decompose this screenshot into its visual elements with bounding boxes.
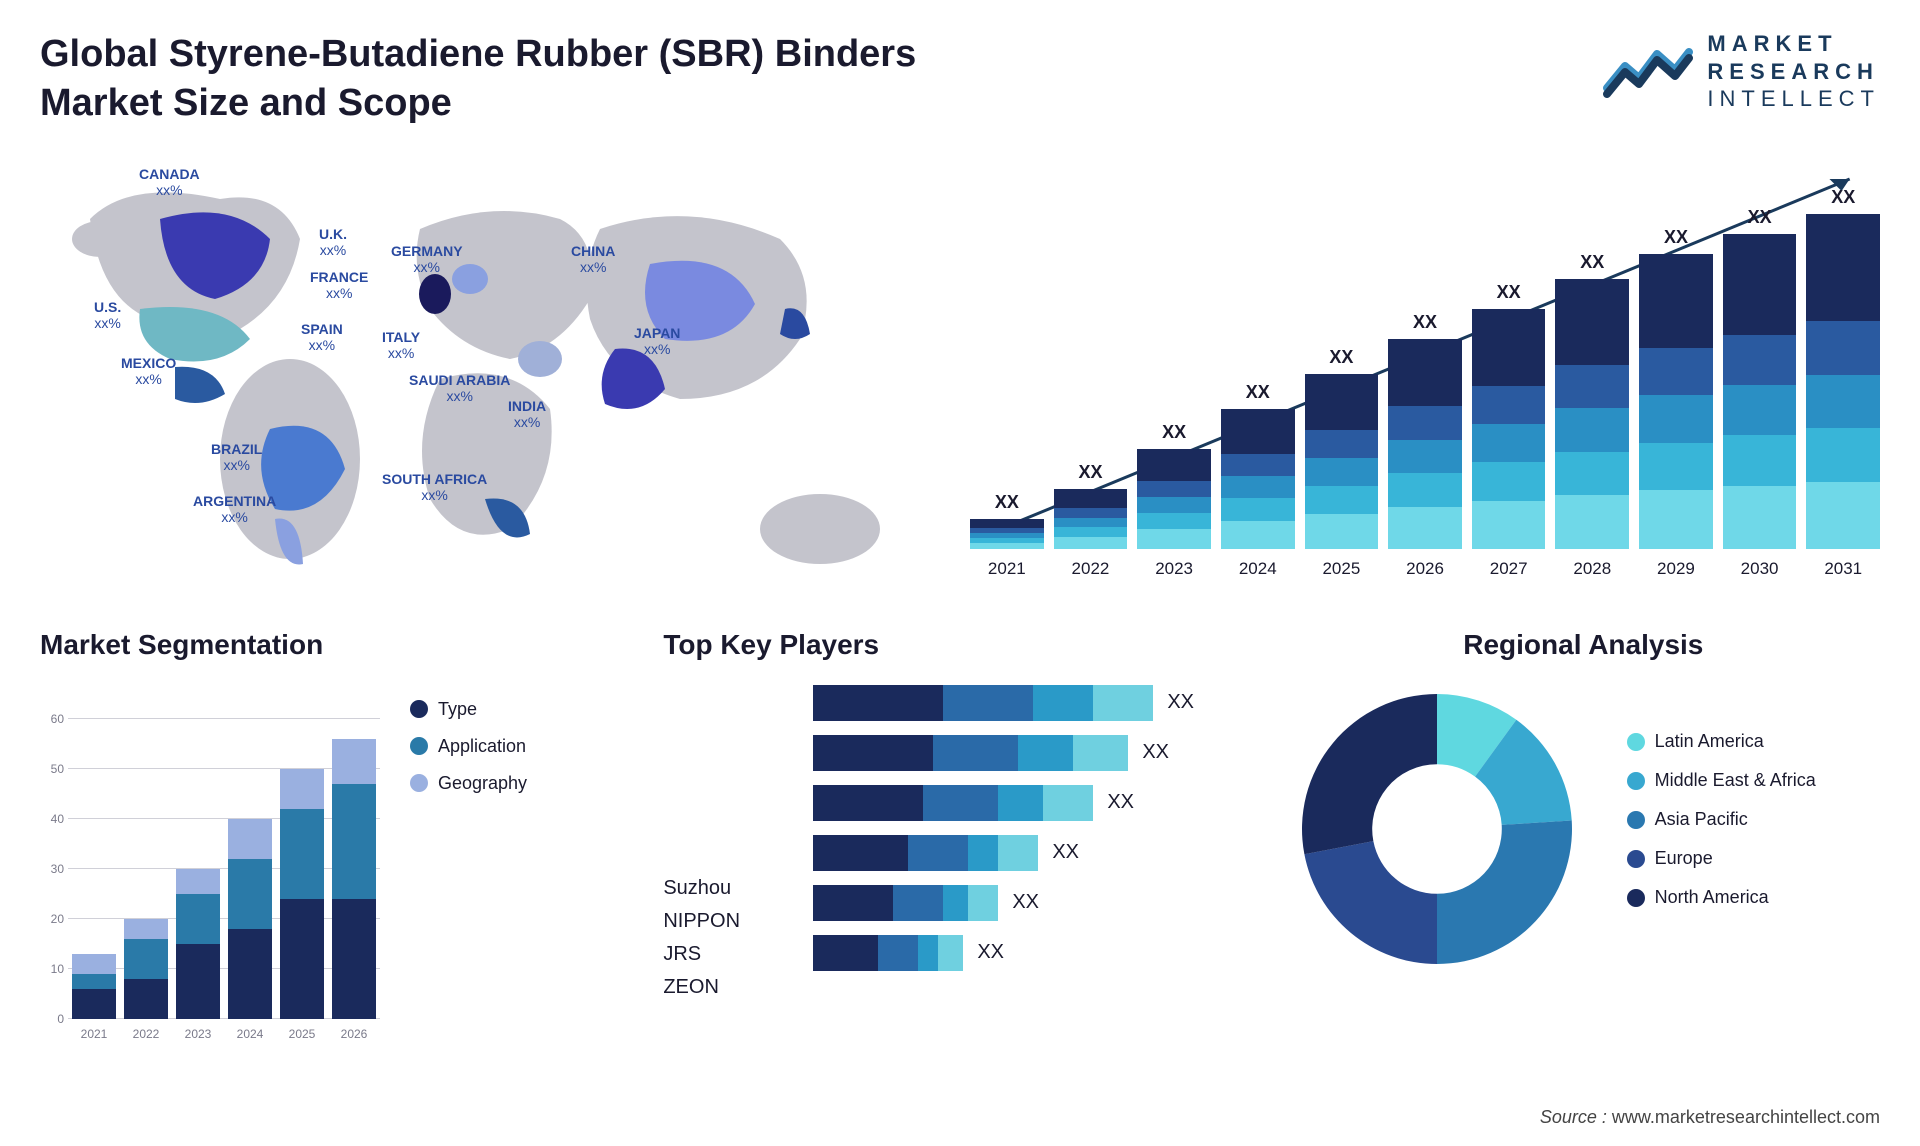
donut-slice (1302, 694, 1437, 854)
growth-bar: XX (1305, 347, 1379, 549)
legend-item: Application (410, 736, 527, 757)
map-label: SAUDI ARABIAxx% (409, 372, 510, 404)
growth-bar: XX (1555, 252, 1629, 549)
regional-donut (1287, 679, 1587, 979)
donut-slice (1304, 841, 1437, 964)
key-player-bar: XX (813, 935, 1256, 971)
map-label: CANADAxx% (139, 166, 200, 198)
key-players-chart: XX XX XX XX XX XX (813, 685, 1256, 1049)
map-label: BRAZILxx% (211, 441, 262, 473)
growth-bar: XX (1639, 227, 1713, 549)
map-label: JAPANxx% (634, 325, 680, 357)
growth-bar: XX (1472, 282, 1546, 549)
donut-slice (1437, 820, 1572, 963)
legend-item: North America (1627, 887, 1816, 908)
segmentation-bar (124, 919, 168, 1019)
growth-bar: XX (1723, 207, 1797, 549)
legend-item: Europe (1627, 848, 1816, 869)
legend-item: Asia Pacific (1627, 809, 1816, 830)
logo-mark-icon (1603, 44, 1693, 98)
growth-bar: XX (970, 492, 1044, 549)
key-player-name: NIPPON (663, 910, 740, 933)
regional-panel: Regional Analysis Latin America Middle Ea… (1287, 629, 1880, 1049)
map-label: U.K.xx% (319, 226, 347, 258)
map-label: ARGENTINAxx% (193, 493, 276, 525)
segmentation-legend: Type Application Geography (410, 699, 527, 810)
legend-item: Middle East & Africa (1627, 770, 1816, 791)
growth-bar: XX (1137, 422, 1211, 549)
map-label: FRANCExx% (310, 269, 368, 301)
key-player-bar: XX (813, 885, 1256, 921)
key-players-names: Suzhou NIPPON JRS ZEON (663, 877, 740, 1009)
map-label: ITALYxx% (382, 329, 420, 361)
segmentation-chart: 0102030405060 202120222023202420252026 (40, 719, 380, 1019)
segmentation-bar (332, 739, 376, 1019)
map-label: MEXICOxx% (121, 355, 176, 387)
regional-title: Regional Analysis (1287, 629, 1880, 661)
growth-bar: XX (1221, 382, 1295, 549)
segmentation-title: Market Segmentation (40, 629, 633, 661)
map-label: CHINAxx% (571, 243, 615, 275)
key-players-panel: Top Key Players XX XX XX XX XX XX Suzhou NIPPO… (663, 629, 1256, 1049)
segmentation-bar (228, 819, 272, 1019)
page-title: Global Styrene-Butadiene Rubber (SBR) Bi… (40, 30, 1020, 129)
growth-bar: XX (1806, 187, 1880, 549)
legend-item: Type (410, 699, 527, 720)
key-player-name: ZEON (663, 976, 740, 999)
key-player-name: Suzhou (663, 877, 740, 900)
key-player-bar: XX (813, 685, 1256, 721)
source-attribution: Source : www.marketresearchintellect.com (1540, 1107, 1880, 1128)
segmentation-bar (280, 769, 324, 1019)
segmentation-bar (72, 954, 116, 1019)
growth-bar: XX (1388, 312, 1462, 549)
map-label: U.S.xx% (94, 299, 121, 331)
regional-legend: Latin America Middle East & Africa Asia Pa… (1627, 731, 1816, 926)
brand-logo: MARKET RESEARCH INTELLECT (1603, 30, 1880, 113)
key-player-name: JRS (663, 943, 740, 966)
key-players-title: Top Key Players (663, 629, 1256, 661)
key-player-bar: XX (813, 785, 1256, 821)
map-label: SOUTH AFRICAxx% (382, 471, 487, 503)
growth-chart: XXXXXXXXXXXXXXXXXXXXXX 20212022202320242… (970, 149, 1880, 579)
growth-bar: XX (1054, 462, 1128, 549)
logo-text: MARKET RESEARCH INTELLECT (1707, 30, 1880, 113)
map-label: GERMANYxx% (391, 243, 463, 275)
key-player-bar: XX (813, 735, 1256, 771)
world-map: CANADAxx% U.S.xx%MEXICOxx% BRAZILxx% ARGENT… (40, 149, 940, 579)
key-player-bar: XX (813, 835, 1256, 871)
legend-item: Geography (410, 773, 527, 794)
segmentation-panel: Market Segmentation 0102030405060 202120… (40, 629, 633, 1049)
map-label: SPAINxx% (301, 321, 343, 353)
map-label: INDIAxx% (508, 398, 546, 430)
segmentation-bar (176, 869, 220, 1019)
legend-item: Latin America (1627, 731, 1816, 752)
